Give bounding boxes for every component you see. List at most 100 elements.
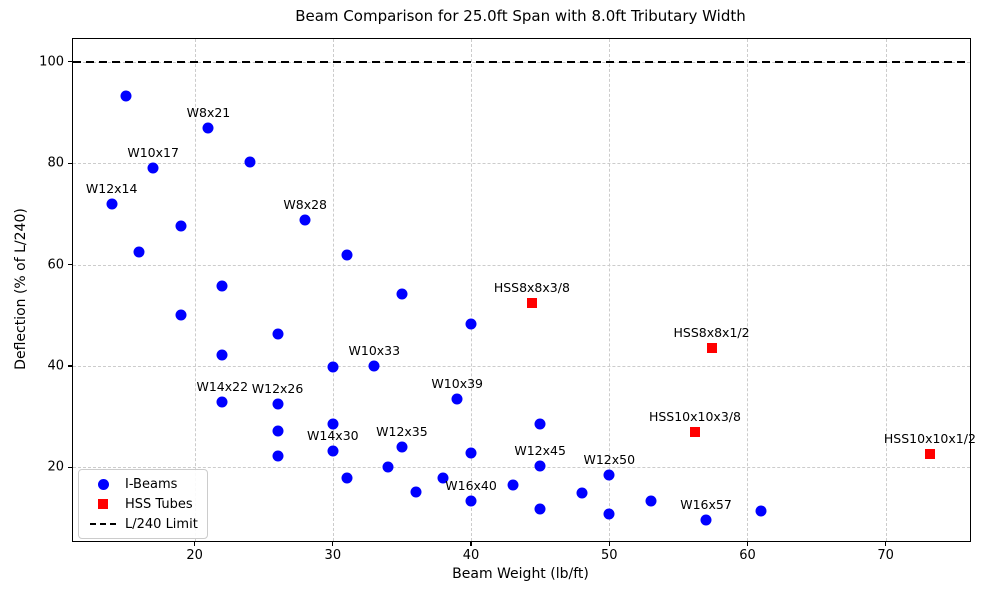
y-axis-tick <box>68 365 73 367</box>
legend-item-i-beams: I-Beams <box>87 474 199 494</box>
legend-label-i-beams: I-Beams <box>125 476 178 492</box>
data-point-i-beam <box>465 447 477 459</box>
data-point-i-beam <box>465 318 477 330</box>
data-point-i-beam <box>382 461 394 473</box>
point-label: W8x28 <box>283 197 327 213</box>
data-point-i-beam <box>368 360 380 372</box>
data-point-i-beam <box>272 328 284 340</box>
point-label: W10x39 <box>431 376 484 392</box>
y-axis-title: Deflection (% of L/240) <box>13 208 29 370</box>
data-point-i-beam <box>396 441 408 453</box>
data-point-i-beam <box>216 280 228 292</box>
point-label: W12x35 <box>376 424 428 440</box>
data-point-i-beam <box>327 361 339 373</box>
x-axis-tick <box>470 541 472 546</box>
point-label: HSS10x10x1/2 <box>883 431 976 447</box>
x-axis-tick-label: 30 <box>324 548 342 563</box>
data-point-hss-tube <box>706 343 717 354</box>
limit-line <box>73 60 970 63</box>
y-axis-tick <box>68 263 73 266</box>
y-axis-tick <box>68 162 73 164</box>
x-axis-tick-label: 70 <box>877 548 894 563</box>
plot-area: I-Beams HSS Tubes L/240 Limit 20 30 40 50 60… <box>39 38 976 563</box>
x-axis-tick-label: 50 <box>600 548 618 563</box>
y-axis-tick-label: 80 <box>47 155 64 171</box>
legend-marker-cell <box>87 478 119 490</box>
x-axis-tick <box>746 541 749 546</box>
point-label: W14x30 <box>307 428 359 444</box>
data-point-i-beam <box>465 495 477 507</box>
data-point-i-beam <box>451 393 463 405</box>
data-point-i-beam <box>133 246 145 258</box>
chart-title: Beam Comparison for 25.0ft Span with 8.0… <box>295 7 746 25</box>
x-axis-tick <box>608 541 610 546</box>
point-label: W16x57 <box>680 496 732 512</box>
legend-label-limit: L/240 Limit <box>125 516 198 532</box>
data-point-i-beam <box>327 445 339 457</box>
dashed-line-icon <box>89 523 117 525</box>
data-point-i-beam <box>272 398 284 410</box>
point-label: W12x14 <box>85 180 138 196</box>
data-point-i-beam <box>216 349 228 361</box>
grid-line-vertical <box>747 39 749 541</box>
point-label: W12x26 <box>251 380 304 396</box>
data-point-i-beam <box>120 90 132 102</box>
data-point-i-beam <box>272 425 284 437</box>
data-point-i-beam <box>755 505 767 517</box>
data-point-i-beam <box>147 162 159 174</box>
y-axis-tick <box>68 61 73 63</box>
data-point-i-beam <box>576 487 588 499</box>
y-axis-tick-label: 60 <box>47 257 64 273</box>
point-label: W10x17 <box>127 145 179 161</box>
x-axis-tick <box>332 541 334 546</box>
data-point-i-beam <box>603 469 615 481</box>
legend: I-Beams HSS Tubes L/240 Limit <box>78 469 208 539</box>
data-point-i-beam <box>700 514 712 526</box>
legend-marker-cell <box>87 499 119 509</box>
legend-item-limit: L/240 Limit <box>87 514 199 534</box>
data-point-i-beam <box>437 472 449 484</box>
data-point-i-beam <box>341 472 353 484</box>
x-axis-tick-label: 20 <box>186 548 203 563</box>
y-axis-tick <box>68 466 73 469</box>
y-axis-tick-label: 100 <box>39 54 64 70</box>
grid-line-vertical <box>194 39 196 541</box>
data-point-i-beam <box>603 508 615 520</box>
data-point-i-beam <box>202 122 214 134</box>
grid-line-horizontal <box>73 163 970 165</box>
data-point-i-beam <box>507 479 519 491</box>
x-axis-tick-label: 40 <box>462 548 480 563</box>
data-point-i-beam <box>396 288 408 300</box>
y-axis-tick-label: 20 <box>47 459 64 475</box>
data-point-i-beam <box>175 309 187 321</box>
point-label: W10x33 <box>348 343 401 359</box>
grid-line-vertical <box>885 39 887 541</box>
point-label: HSS8x8x3/8 <box>493 280 570 296</box>
grid-line-horizontal <box>73 467 970 469</box>
data-point-i-beam <box>341 249 353 260</box>
data-point-i-beam <box>645 495 657 507</box>
x-axis-tick <box>193 541 196 546</box>
data-point-i-beam <box>534 418 546 430</box>
legend-item-hss-tubes: HSS Tubes <box>87 494 199 514</box>
x-axis-title: Beam Weight (lb/ft) <box>452 566 589 582</box>
point-label: W8x21 <box>186 105 231 121</box>
data-point-hss-tube <box>689 426 700 437</box>
data-point-hss-tube <box>526 298 537 309</box>
data-point-i-beam <box>534 503 546 515</box>
point-label: W16x40 <box>445 478 497 494</box>
grid-line-vertical <box>609 39 611 541</box>
y-axis-tick-label: 40 <box>47 358 64 374</box>
grid-line-horizontal <box>73 264 970 266</box>
x-axis-tick <box>885 541 887 546</box>
point-label: HSS10x10x3/8 <box>648 408 741 424</box>
data-point-i-beam <box>327 418 339 430</box>
data-point-i-beam <box>106 198 118 210</box>
data-point-i-beam <box>272 450 284 462</box>
x-axis-tick-label: 60 <box>739 548 756 563</box>
grid-line-vertical <box>332 39 334 541</box>
data-point-i-beam <box>244 156 256 168</box>
point-label: W12x45 <box>514 443 566 459</box>
legend-label-hss-tubes: HSS Tubes <box>125 496 193 512</box>
grid-line-horizontal <box>73 366 970 368</box>
